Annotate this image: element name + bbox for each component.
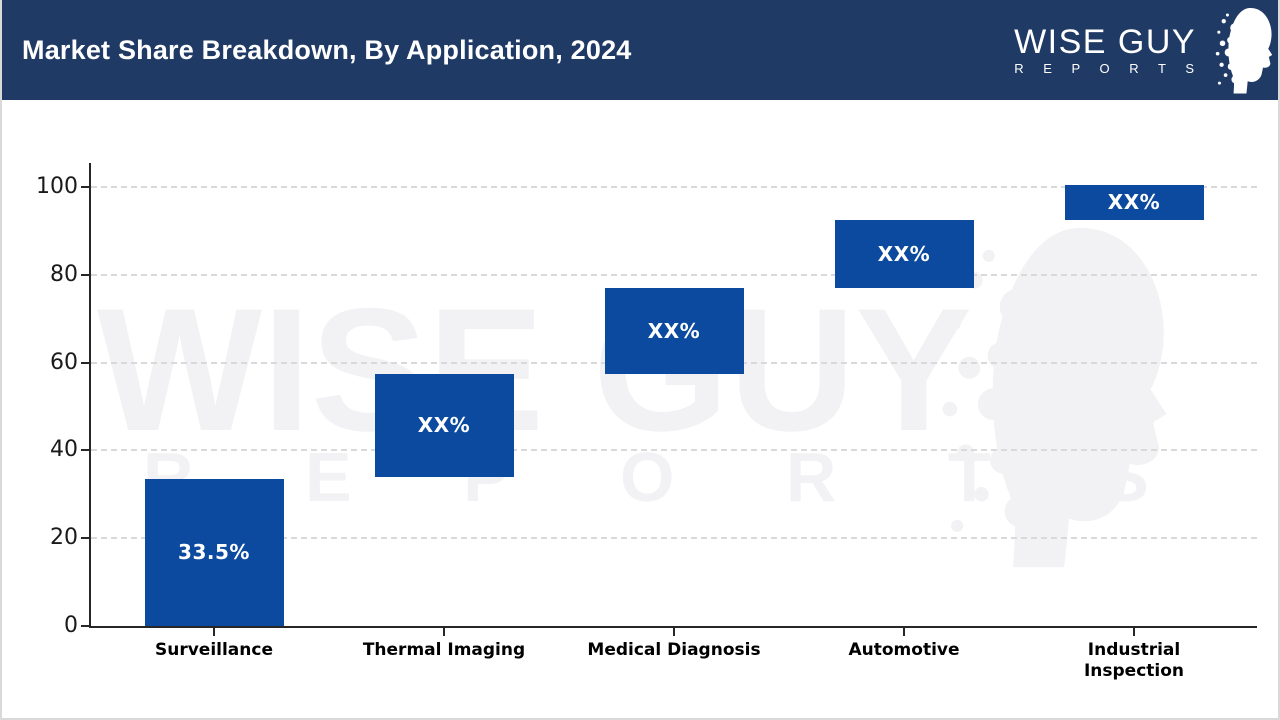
y-tick-mark-80 bbox=[81, 273, 89, 276]
bar-value-label: XX% bbox=[647, 318, 701, 343]
y-tick-mark-0 bbox=[81, 625, 89, 627]
y-tick-mark-20 bbox=[81, 537, 89, 540]
x-tick-mark-4 bbox=[903, 628, 905, 636]
y-tick-label-100: 100 bbox=[36, 174, 78, 199]
chart-title: Market Share Breakdown, By Application, … bbox=[22, 34, 632, 65]
y-tick-label-40: 40 bbox=[50, 437, 78, 463]
x-axis-category-label: Surveillance bbox=[154, 640, 273, 660]
bar-automotive: XX% bbox=[834, 219, 974, 288]
x-axis-category-label: Automotive bbox=[848, 640, 960, 660]
x-tick-mark-2 bbox=[443, 628, 445, 636]
y-tick-mark-100 bbox=[81, 186, 89, 188]
x-tick-mark-3 bbox=[673, 628, 675, 636]
x-axis-category-label: Medical Diagnosis bbox=[587, 640, 761, 660]
y-tick-label-0: 0 bbox=[64, 613, 78, 638]
brand-face-icon bbox=[1208, 4, 1280, 96]
bar-value-label: XX% bbox=[1107, 190, 1161, 215]
bar-thermal-imaging: XX% bbox=[374, 373, 514, 477]
y-tick-label-20: 20 bbox=[50, 525, 78, 551]
y-tick-mark-60 bbox=[81, 361, 89, 364]
x-tick-mark-1 bbox=[213, 628, 215, 636]
brand-logo-text: WISE GUY R E P O R T S bbox=[1008, 25, 1202, 75]
bar-value-label: 33.5% bbox=[178, 540, 250, 565]
bar-value-label: XX% bbox=[877, 241, 931, 266]
y-axis-line bbox=[89, 163, 91, 628]
bar-value-label: XX% bbox=[417, 413, 471, 438]
header-bar: Market Share Breakdown, By Application, … bbox=[2, 0, 1280, 100]
bar-industrial-inspection: XX% bbox=[1064, 184, 1204, 220]
y-tick-label-60: 60 bbox=[50, 349, 78, 375]
x-axis-category-label: Industrial Inspection bbox=[1083, 640, 1185, 681]
brand-subtitle: R E P O R T S bbox=[1014, 61, 1202, 76]
gridline-100 bbox=[91, 186, 1257, 188]
bar-surveillance: 33.5% bbox=[144, 478, 284, 626]
x-tick-mark-5 bbox=[1133, 628, 1135, 636]
gridline-80 bbox=[91, 273, 1257, 276]
y-tick-mark-40 bbox=[81, 449, 89, 452]
gridline-20 bbox=[91, 537, 1257, 540]
bar-medical-diagnosis: XX% bbox=[604, 287, 744, 374]
x-axis-category-label: Thermal Imaging bbox=[362, 640, 526, 660]
gridline-40 bbox=[91, 449, 1257, 452]
y-tick-label-80: 80 bbox=[50, 261, 78, 287]
brand-name: WISE GUY bbox=[1014, 23, 1197, 61]
brand-logo: WISE GUY R E P O R T S bbox=[1008, 0, 1280, 100]
x-axis-line bbox=[89, 626, 1257, 628]
